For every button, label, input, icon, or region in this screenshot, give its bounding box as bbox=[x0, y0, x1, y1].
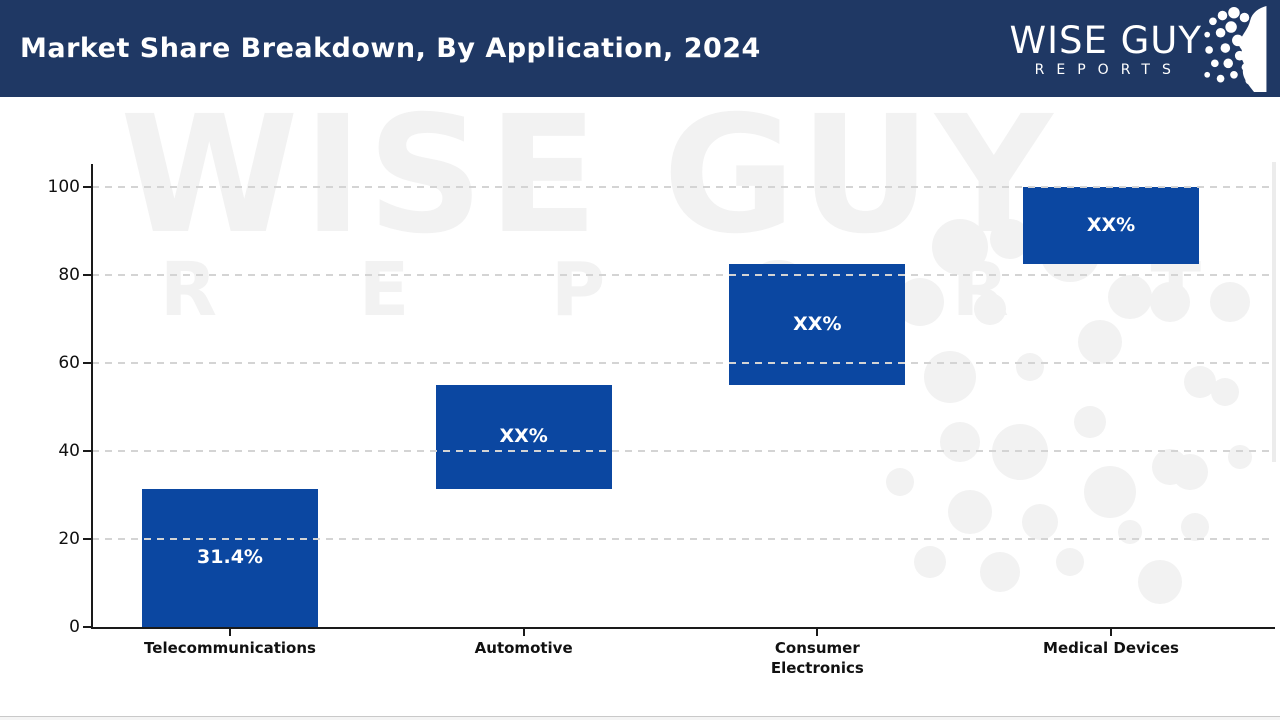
watermark-dots-icon bbox=[862, 219, 1252, 604]
brand-face-icon bbox=[1204, 6, 1267, 92]
x-tick-telecommunications bbox=[229, 629, 231, 636]
y-tick-label-20: 20 bbox=[58, 529, 80, 549]
y-tick-label-40: 40 bbox=[58, 441, 80, 461]
y-tick-label-100: 100 bbox=[47, 177, 80, 197]
x-label-telecommunications: Telecommunications bbox=[144, 639, 316, 657]
gridline-40 bbox=[92, 450, 1275, 452]
y-tick-label-60: 60 bbox=[58, 353, 80, 373]
brand-logo-text: WISE GUY REPORTS bbox=[1009, 18, 1202, 78]
x-tick-medical-devices bbox=[1110, 629, 1112, 636]
header-bar: Market Share Breakdown, By Application, … bbox=[0, 0, 1280, 97]
y-axis-spine bbox=[91, 164, 93, 629]
brand-logo: WISE GUY REPORTS bbox=[1010, 6, 1268, 92]
y-tick-80 bbox=[83, 274, 91, 276]
bar-value-label: XX% bbox=[499, 425, 548, 447]
brand-subtitle: REPORTS bbox=[1034, 61, 1183, 78]
y-tick-60 bbox=[83, 362, 91, 364]
gridline-60 bbox=[92, 362, 1275, 364]
bottom-divider bbox=[0, 716, 1280, 717]
gridline-20 bbox=[92, 538, 1275, 540]
x-tick-automotive bbox=[522, 629, 525, 636]
bar-value-label: XX% bbox=[793, 312, 842, 335]
x-tick-consumer-electronics bbox=[816, 629, 819, 636]
y-tick-label-80: 80 bbox=[58, 265, 80, 285]
y-tick-20 bbox=[83, 538, 91, 540]
y-tick-label-0: 0 bbox=[69, 617, 80, 637]
watermark-wordmark: WISE GUY bbox=[120, 82, 1057, 270]
x-label-consumer-electronics: Consumer Electronics bbox=[770, 639, 864, 677]
chart-area: WISE GUY R E P O R T S 31.4%XX%XX%XX%020… bbox=[0, 82, 1280, 720]
page-title: Market Share Breakdown, By Application, … bbox=[20, 33, 761, 64]
watermark-face-edge bbox=[1272, 162, 1276, 462]
bar-consumer-electronics bbox=[729, 264, 906, 385]
bar-telecommunications bbox=[142, 489, 318, 627]
bar-value-label: XX% bbox=[1086, 213, 1136, 236]
bar-value-label: 31.4% bbox=[197, 546, 263, 568]
bar-medical-devices bbox=[1023, 187, 1199, 264]
bottom-margin bbox=[0, 717, 1280, 720]
gridline-80 bbox=[92, 274, 1275, 276]
brand-name: WISE GUY bbox=[1009, 18, 1202, 62]
y-tick-40 bbox=[83, 450, 91, 452]
gridline-100 bbox=[92, 186, 1275, 188]
y-tick-0 bbox=[83, 626, 91, 628]
x-label-medical-devices: Medical Devices bbox=[1043, 639, 1179, 657]
bar-automotive bbox=[435, 385, 612, 489]
y-tick-100 bbox=[83, 186, 91, 188]
x-axis-spine bbox=[91, 627, 1275, 629]
x-label-automotive: Automotive bbox=[474, 639, 573, 657]
